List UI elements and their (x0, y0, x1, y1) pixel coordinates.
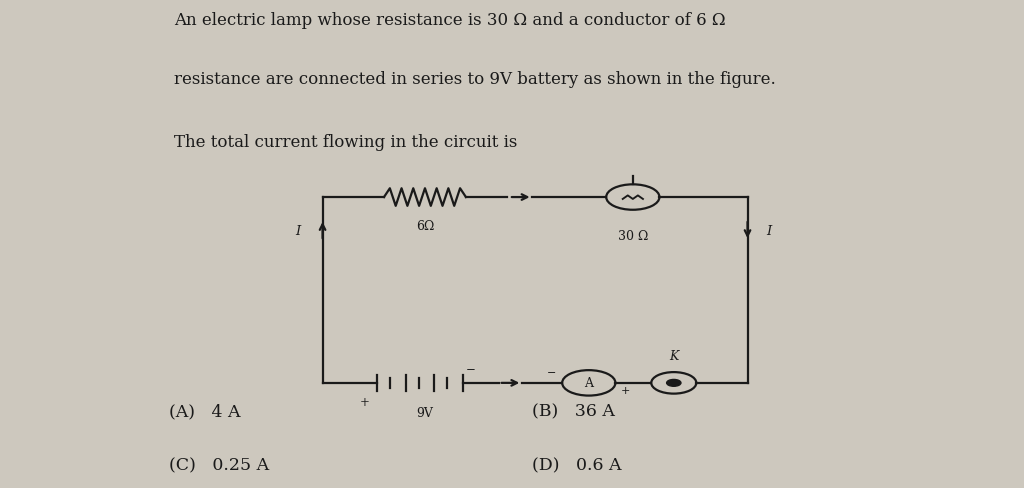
Text: (A)   4 A: (A) 4 A (169, 403, 241, 420)
Text: I: I (295, 224, 300, 237)
Text: resistance are connected in series to 9V battery as shown in the figure.: resistance are connected in series to 9V… (174, 71, 776, 88)
Text: (D)   0.6 A: (D) 0.6 A (532, 456, 622, 473)
Text: The total current flowing in the circuit is: The total current flowing in the circuit… (174, 134, 517, 151)
Text: +: + (621, 385, 631, 395)
Text: 9V: 9V (417, 407, 433, 420)
Circle shape (667, 380, 681, 386)
Text: −: − (547, 367, 557, 377)
Text: An electric lamp whose resistance is 30 Ω and a conductor of 6 Ω: An electric lamp whose resistance is 30 … (174, 12, 726, 29)
Text: (C)   0.25 A: (C) 0.25 A (169, 456, 269, 473)
Text: A: A (585, 377, 593, 389)
Text: I: I (766, 224, 771, 237)
Text: +: + (359, 395, 370, 408)
Text: (B)   36 A: (B) 36 A (532, 403, 615, 420)
Text: 30 Ω: 30 Ω (617, 229, 648, 243)
Text: −: − (466, 361, 476, 374)
Text: K: K (669, 349, 679, 363)
Text: 6Ω: 6Ω (416, 220, 434, 233)
